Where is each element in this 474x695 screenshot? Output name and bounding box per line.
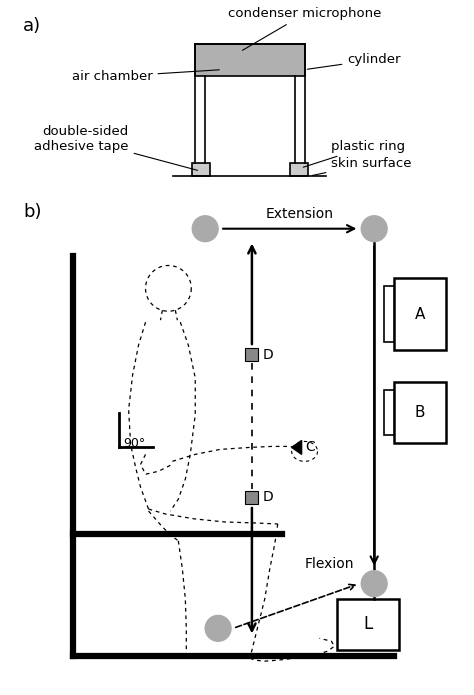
Text: cylinder: cylinder — [307, 54, 401, 70]
Bar — [192, 163, 210, 176]
Text: air chamber: air chamber — [72, 70, 219, 83]
Text: Extension: Extension — [265, 206, 334, 221]
Bar — [337, 598, 399, 651]
Bar — [195, 44, 305, 76]
Circle shape — [361, 215, 387, 242]
Bar — [394, 382, 446, 443]
Text: a): a) — [23, 17, 41, 35]
Bar — [290, 163, 308, 176]
Bar — [246, 491, 258, 504]
Text: B: B — [415, 405, 425, 420]
Text: double-sided
adhesive tape: double-sided adhesive tape — [34, 125, 198, 170]
Bar — [246, 348, 258, 361]
Text: C: C — [306, 441, 315, 455]
Text: D: D — [262, 490, 273, 504]
Text: L: L — [364, 615, 373, 633]
Polygon shape — [292, 441, 301, 455]
Text: plastic ring: plastic ring — [303, 140, 406, 167]
Circle shape — [192, 215, 218, 242]
Bar — [384, 390, 394, 436]
Text: 90°: 90° — [124, 437, 146, 450]
Text: condenser microphone: condenser microphone — [228, 8, 381, 50]
Text: D: D — [262, 348, 273, 362]
Text: A: A — [415, 306, 425, 322]
Circle shape — [205, 615, 231, 641]
Circle shape — [361, 571, 387, 596]
Text: Flexion: Flexion — [305, 557, 354, 571]
Bar — [384, 286, 394, 342]
Text: b): b) — [23, 203, 42, 221]
Bar — [394, 279, 446, 350]
Text: skin surface: skin surface — [312, 156, 412, 175]
